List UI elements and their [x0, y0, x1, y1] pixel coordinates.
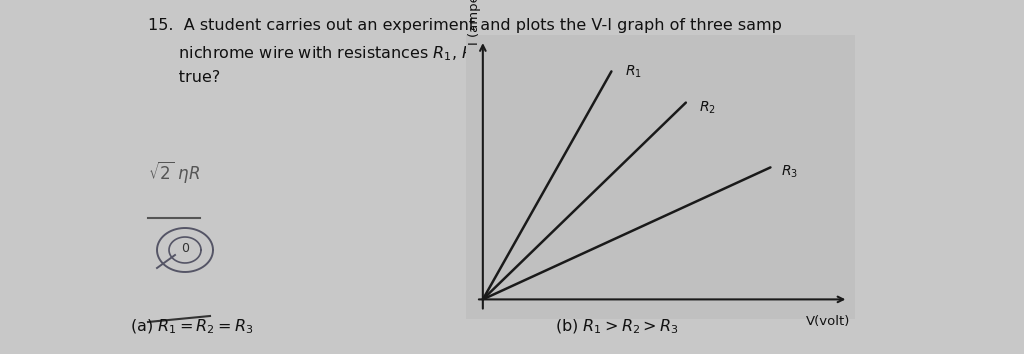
Text: (a) $R_1 = R_2 = R_3$: (a) $R_1 = R_2 = R_3$ — [130, 318, 253, 336]
Text: $\sqrt{2}$ $\eta$R: $\sqrt{2}$ $\eta$R — [148, 159, 201, 185]
Text: true?: true? — [148, 70, 220, 85]
Text: (b) $R_1 > R_2 > R_3$: (b) $R_1 > R_2 > R_3$ — [555, 318, 679, 336]
Text: $R_1$: $R_1$ — [625, 63, 642, 80]
Text: 0: 0 — [181, 242, 189, 256]
Text: I (ampere): I (ampere) — [468, 0, 481, 45]
Text: $R_2$: $R_2$ — [699, 99, 716, 116]
Text: 15.  A student carries out an experiment and plots the V-I graph of three samp: 15. A student carries out an experiment … — [148, 18, 782, 33]
Text: nichrome wire with resistances $R_1$, $R_2$ and $R_3$ respectively. Which of the: nichrome wire with resistances $R_1$, $R… — [148, 44, 794, 63]
Text: $R_3$: $R_3$ — [780, 164, 798, 181]
Text: V(volt): V(volt) — [806, 315, 850, 328]
